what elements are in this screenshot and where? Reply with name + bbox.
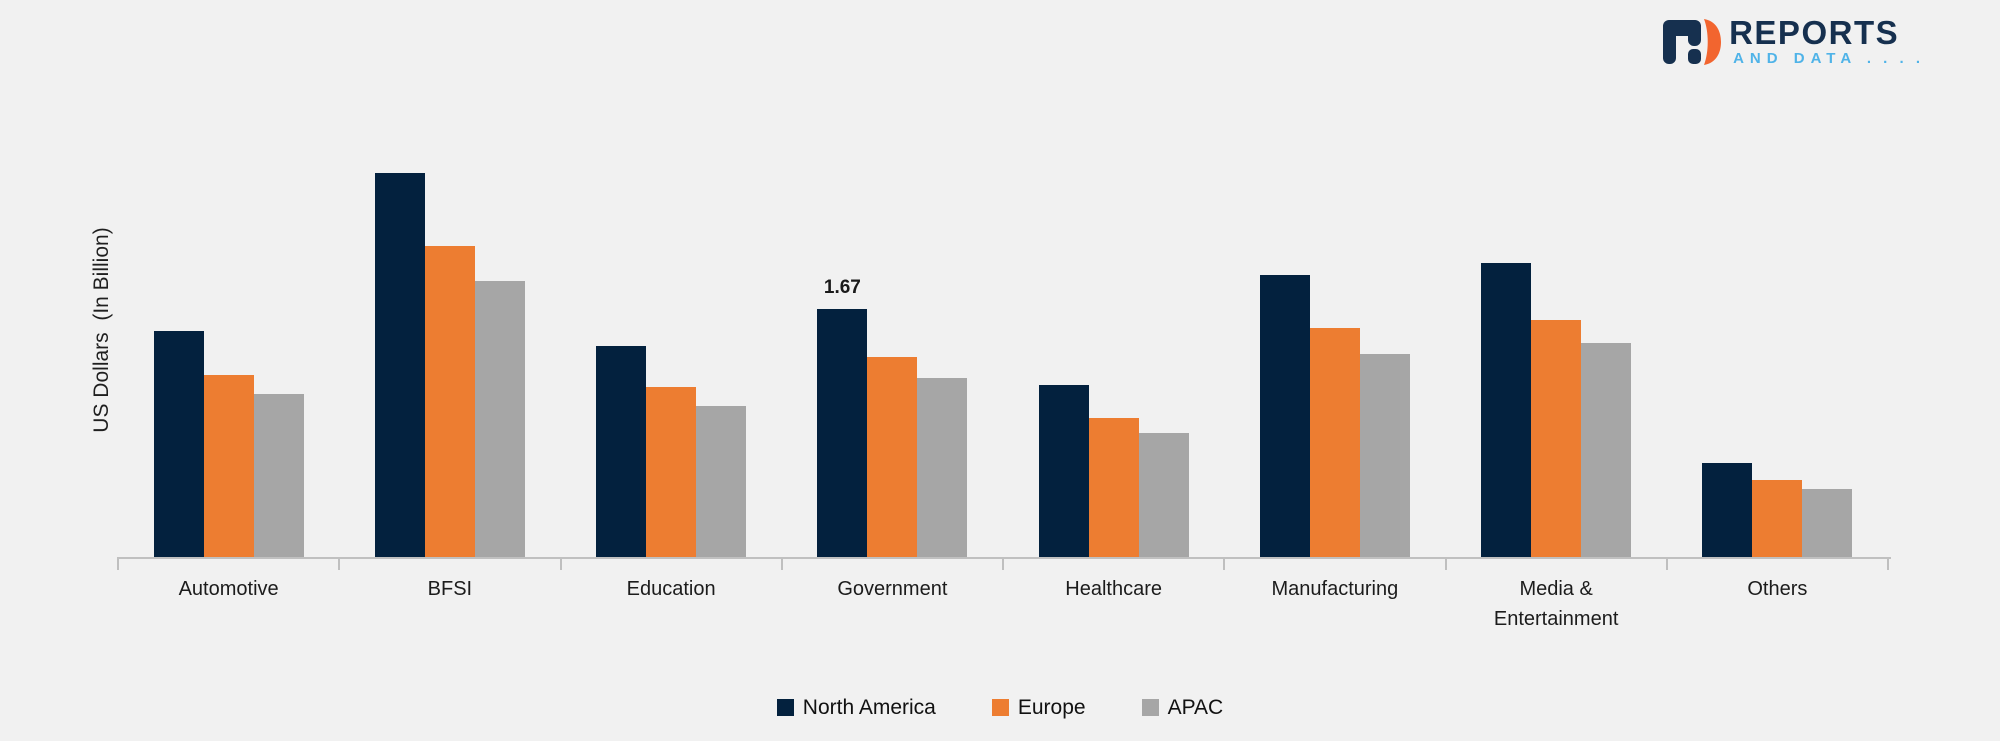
logo-text: REPORTS AND DATA . . . . [1729, 16, 1924, 68]
category-label: Government [837, 578, 948, 600]
x-axis-tick [338, 559, 340, 570]
bar-europe [424, 246, 475, 558]
bar-north-america: 1.67 [817, 277, 868, 558]
reports-and-data-logo: REPORTS AND DATA . . . . [1659, 16, 1924, 68]
legend-item-north-america: North America [776, 696, 936, 719]
x-axis-tick [1445, 559, 1447, 570]
bar-group-media-entertainment [1446, 90, 1667, 558]
bar-north-america [1702, 463, 1753, 558]
legend-label: North America [802, 696, 936, 719]
category-label: Others [1747, 578, 1808, 600]
bar-europe [1752, 480, 1803, 558]
bar-group-healthcare [1003, 90, 1224, 558]
bar-north-america [374, 173, 425, 558]
bar-north-america [1038, 385, 1089, 558]
bar-europe [1088, 418, 1139, 558]
category-label: Automotive [178, 578, 279, 600]
bar-europe [1531, 320, 1582, 558]
bar-group-others [1667, 90, 1888, 558]
legend-label: APAC [1167, 696, 1224, 719]
x-axis-tick [1887, 559, 1889, 570]
bar-north-america [596, 346, 647, 558]
bar-group-education [561, 90, 782, 558]
logo-dots: . . . . [1866, 50, 1924, 67]
category-label: Media & Entertainment [1493, 578, 1619, 630]
legend-swatch [991, 699, 1009, 716]
bar-apac [1581, 343, 1632, 558]
x-axis-tick [1223, 559, 1225, 570]
bar-europe [1309, 328, 1360, 558]
bar-apac [253, 394, 304, 558]
reports-and-data-logo-icon [1663, 19, 1722, 65]
bar-europe [203, 375, 254, 558]
logo-title: REPORTS [1729, 14, 1900, 51]
legend-swatch [776, 699, 794, 716]
bar-north-america [1259, 275, 1310, 558]
bar-apac [1138, 433, 1189, 558]
x-axis-tick [1666, 559, 1668, 570]
legend-swatch [1141, 699, 1159, 716]
bar-apac [1802, 489, 1853, 558]
legend-label: Europe [1017, 696, 1086, 719]
bar-apac [1359, 354, 1410, 558]
x-axis-tick [781, 559, 783, 570]
legend-item-europe: Europe [991, 696, 1086, 719]
category-label: Manufacturing [1271, 578, 1399, 600]
bar-apac [917, 378, 968, 558]
plot-area: 1.67 Automotive BFSI Education Government He… [117, 90, 1891, 630]
bar-groups: 1.67 [118, 90, 1888, 558]
bar-north-america [1481, 263, 1532, 558]
bar-north-america [153, 331, 204, 558]
y-axis-label: US Dollars (In Billion) [90, 227, 113, 433]
bar-europe [867, 357, 918, 558]
bar-group-automotive [118, 90, 339, 558]
bar-europe [646, 387, 697, 558]
bar-group-bfsi [339, 90, 560, 558]
x-axis-tick [117, 559, 119, 570]
bar-group-manufacturing [1224, 90, 1445, 558]
x-axis-line [117, 557, 1891, 559]
category-label: BFSI [427, 578, 473, 600]
logo-subtitle-text: AND DATA [1733, 50, 1857, 67]
x-axis-tick [560, 559, 562, 570]
legend-item-apac: APAC [1141, 696, 1224, 719]
bar-apac [474, 281, 525, 558]
bar-apac [696, 406, 747, 558]
x-axis-tick [1002, 559, 1004, 570]
legend: North America Europe APAC [0, 697, 2000, 718]
category-label: Healthcare [1065, 578, 1162, 600]
logo-subtitle: AND DATA . . . . [1733, 50, 1924, 68]
bar-group-government: 1.67 [782, 90, 1003, 558]
data-label: 1.67 [823, 277, 861, 298]
category-label: Education [626, 578, 716, 600]
